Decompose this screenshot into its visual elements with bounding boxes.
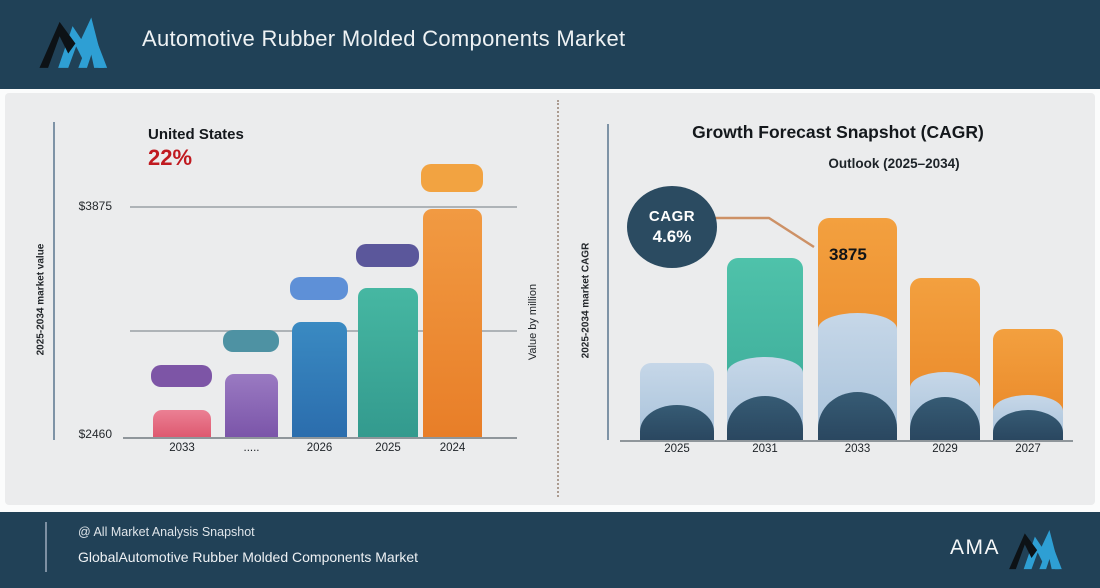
left-chart-x-tick-label: 2026 <box>306 442 333 454</box>
page-title: Automotive Rubber Molded Components Mark… <box>142 26 626 51</box>
ama-logo-icon <box>1009 529 1062 570</box>
cagr-badge-title: CAGR <box>648 207 696 225</box>
cagr-badge-value: 4.6% <box>652 226 692 246</box>
header-bar: Automotive Rubber Molded Components Mark… <box>0 0 1100 89</box>
footer-brand-text: AMA <box>950 536 1001 559</box>
right-chart-x-tick-label: 2027 <box>1015 443 1041 455</box>
left-chart-gridline <box>130 206 517 208</box>
left-chart-x-tick-label: ..... <box>243 442 260 454</box>
footer-report-title: GlobalAutomotive Rubber Molded Component… <box>78 549 419 565</box>
right-chart-x-tick-label: 2029 <box>932 443 958 455</box>
left-chart-x-tick-label: 2024 <box>439 442 466 454</box>
bar-cap-..... <box>223 330 279 352</box>
right-chart-x-tick-label: 2033 <box>844 443 871 455</box>
bar-cap-2025 <box>356 244 419 267</box>
bar-cap-2024 <box>421 164 483 192</box>
ama-logo-icon <box>39 17 108 68</box>
footer-divider-line <box>45 522 47 572</box>
bar-2033 <box>153 410 211 437</box>
right-chart-y-axis <box>607 124 609 440</box>
bar-..... <box>225 374 278 437</box>
stacked-bar-2025-segment-navy <box>640 405 714 440</box>
left-chart-x-tick-label: 2025 <box>375 442 401 454</box>
right-chart-title: Growth Forecast Snapshot (CAGR) <box>692 122 984 142</box>
bar-2024 <box>423 209 482 437</box>
left-chart-baseline <box>123 437 517 439</box>
left-chart-highlight-value: 22% <box>148 145 193 170</box>
right-chart-x-tick-label: 2025 <box>664 443 690 455</box>
left-chart-y-tick-label: $3875 <box>78 199 112 213</box>
right-chart-x-tick-label: 2031 <box>752 443 778 455</box>
bar-2026 <box>292 322 347 437</box>
stacked-bar-2027-segment-navy <box>993 410 1063 440</box>
footer-source-line: @ All Market Analysis Snapshot <box>78 525 255 539</box>
left-chart-x-tick-label: 2033 <box>169 442 195 454</box>
cagr-badge: CAGR 4.6% <box>627 186 717 268</box>
bar-value-annotation: 3875 <box>829 245 867 264</box>
bar-2025 <box>358 288 418 437</box>
left-chart-title: United States <box>148 126 244 143</box>
left-chart-y-axis <box>53 122 55 440</box>
panel-divider <box>557 100 559 497</box>
left-chart-y-tick-label: $2460 <box>78 427 112 441</box>
right-chart-subtitle: Outlook (2025–2034) <box>828 156 960 171</box>
right-chart-baseline <box>620 440 1073 442</box>
bar-cap-2026 <box>290 277 348 300</box>
footer-bar: @ All Market Analysis Snapshot GlobalAut… <box>0 512 1100 588</box>
bar-cap-2033 <box>151 365 212 387</box>
